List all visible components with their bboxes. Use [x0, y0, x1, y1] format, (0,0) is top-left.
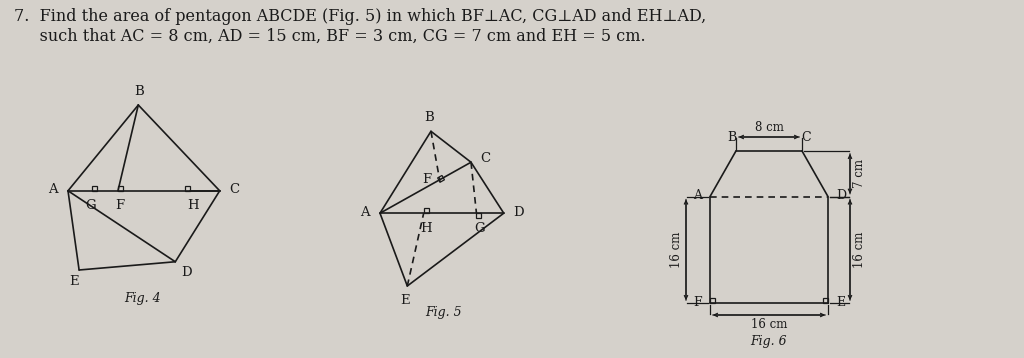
- Text: F: F: [422, 173, 431, 186]
- Text: G: G: [474, 222, 484, 235]
- Text: Fig. 5: Fig. 5: [425, 306, 462, 319]
- Text: F: F: [116, 199, 125, 212]
- Text: Fig. 6: Fig. 6: [751, 335, 787, 348]
- Text: B: B: [727, 131, 736, 144]
- Text: A: A: [48, 183, 58, 196]
- Text: 16 cm: 16 cm: [670, 232, 683, 268]
- Text: E: E: [400, 294, 411, 307]
- Text: 16 cm: 16 cm: [853, 232, 866, 268]
- Text: A: A: [360, 206, 370, 219]
- Text: 16 cm: 16 cm: [751, 318, 787, 331]
- Text: 7.  Find the area of pentagon ABCDE (Fig. 5) in which BF⊥AC, CG⊥AD and EH⊥AD,: 7. Find the area of pentagon ABCDE (Fig.…: [14, 8, 707, 25]
- Text: D: D: [836, 189, 846, 202]
- Text: 7 cm: 7 cm: [853, 159, 866, 188]
- Text: E: E: [836, 296, 845, 310]
- Text: H: H: [420, 222, 431, 235]
- Text: G: G: [86, 199, 96, 212]
- Text: D: D: [513, 206, 523, 219]
- Text: B: B: [424, 111, 434, 124]
- Text: C: C: [229, 183, 240, 196]
- Text: E: E: [70, 275, 79, 288]
- Text: 8 cm: 8 cm: [755, 121, 783, 134]
- Text: A: A: [693, 189, 702, 202]
- Text: C: C: [480, 152, 490, 165]
- Text: F: F: [693, 296, 702, 310]
- Text: C: C: [801, 131, 811, 144]
- Text: Fig. 4: Fig. 4: [124, 292, 161, 305]
- Text: H: H: [187, 199, 199, 212]
- Text: such that AC = 8 cm, AD = 15 cm, BF = 3 cm, CG = 7 cm and EH = 5 cm.: such that AC = 8 cm, AD = 15 cm, BF = 3 …: [14, 28, 645, 45]
- Text: B: B: [134, 85, 144, 98]
- Text: D: D: [181, 266, 191, 279]
